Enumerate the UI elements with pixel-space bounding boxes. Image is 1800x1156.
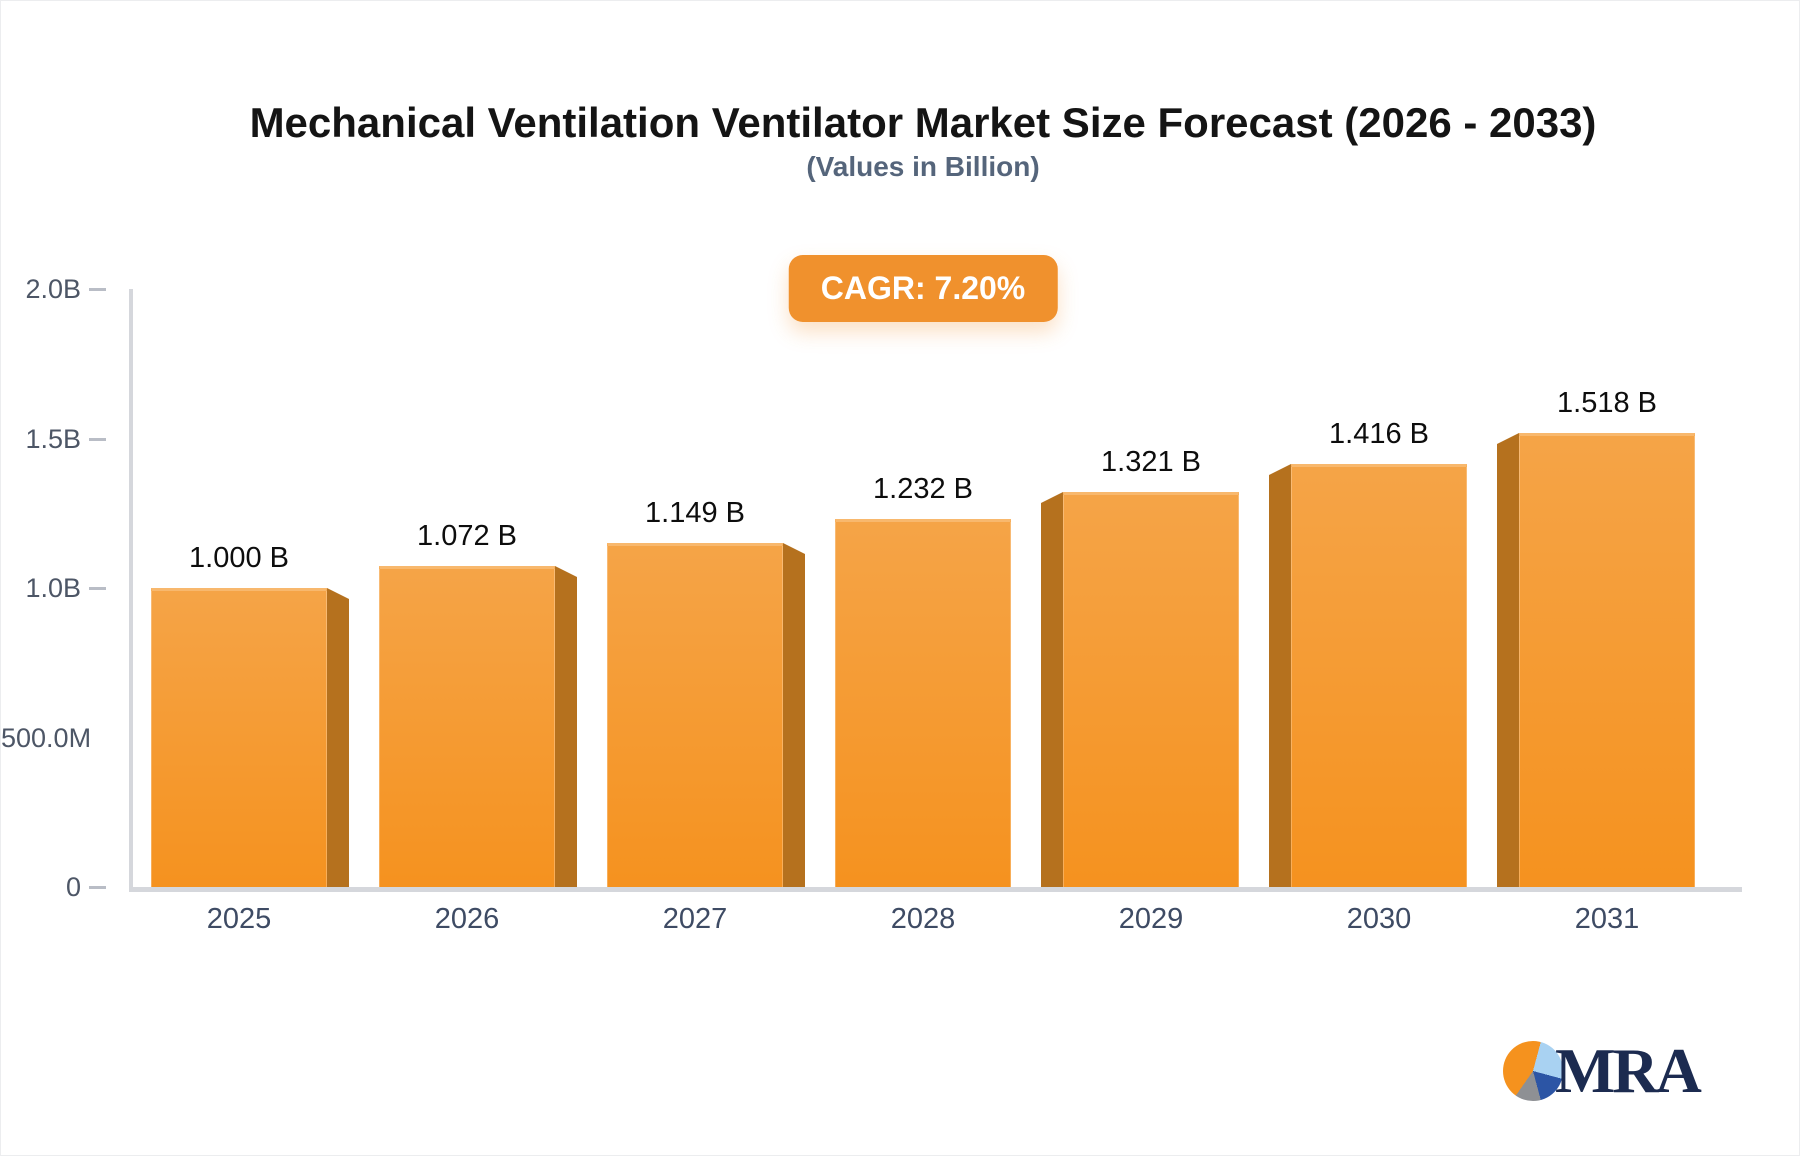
x-axis-line — [129, 887, 1742, 892]
y-tick-dash — [89, 886, 106, 889]
bar-front-face — [607, 543, 783, 887]
bar-side-face — [783, 543, 805, 887]
pie-chart-icon — [1503, 1041, 1563, 1101]
x-axis-label: 2025 — [206, 903, 272, 935]
bar-value-label: 1.321 B — [1101, 446, 1201, 478]
bar-side-face — [327, 588, 349, 887]
y-tick-label: 2.0B — [25, 274, 81, 304]
bar-value-label: 1.518 B — [1557, 387, 1657, 419]
y-tick-label: 1.5B — [25, 423, 81, 454]
bar-side-face — [555, 566, 577, 887]
bar-side-face — [1497, 433, 1519, 887]
y-tick-label: 1.0B — [25, 573, 81, 603]
bar-side-face — [1269, 464, 1291, 887]
cagr-badge: CAGR: 7.20% — [788, 255, 1058, 322]
x-axis-label: 2029 — [1118, 903, 1184, 935]
y-tick-dash — [89, 587, 106, 590]
chart-subtitle: (Values in Billion) — [806, 151, 1040, 182]
y-tick-label: 0 — [65, 872, 81, 902]
y-tick-label: 500.0M — [1, 722, 92, 753]
bar-front-face — [1063, 492, 1239, 887]
bar-front-face — [151, 588, 327, 887]
bar-value-label: 1.232 B — [873, 473, 973, 505]
y-tick-dash — [89, 437, 106, 441]
bar-value-label: 1.149 B — [645, 497, 745, 529]
bar-value-label: 1.000 B — [189, 542, 289, 574]
bar-side-face — [1041, 492, 1063, 887]
x-axis-label: 2027 — [662, 903, 728, 935]
bar-front-face — [1291, 464, 1467, 887]
logo-text: MRA — [1555, 1035, 1702, 1106]
y-tick-dash — [89, 288, 106, 291]
bar-value-label: 1.416 B — [1329, 418, 1429, 450]
x-axis-label: 2028 — [890, 903, 956, 935]
y-axis-line — [129, 289, 133, 889]
bar-front-face — [1519, 433, 1695, 887]
bar-value-label: 1.072 B — [417, 520, 517, 552]
chart-title: Mechanical Ventilation Ventilator Market… — [249, 99, 1597, 146]
logo: MRA — [1503, 1035, 1702, 1106]
x-axis-label: 2026 — [434, 903, 500, 935]
bar-front-face — [835, 519, 1011, 887]
x-axis-label: 2031 — [1574, 903, 1640, 935]
x-axis-label: 2030 — [1346, 903, 1412, 935]
bar-front-face — [379, 566, 555, 887]
